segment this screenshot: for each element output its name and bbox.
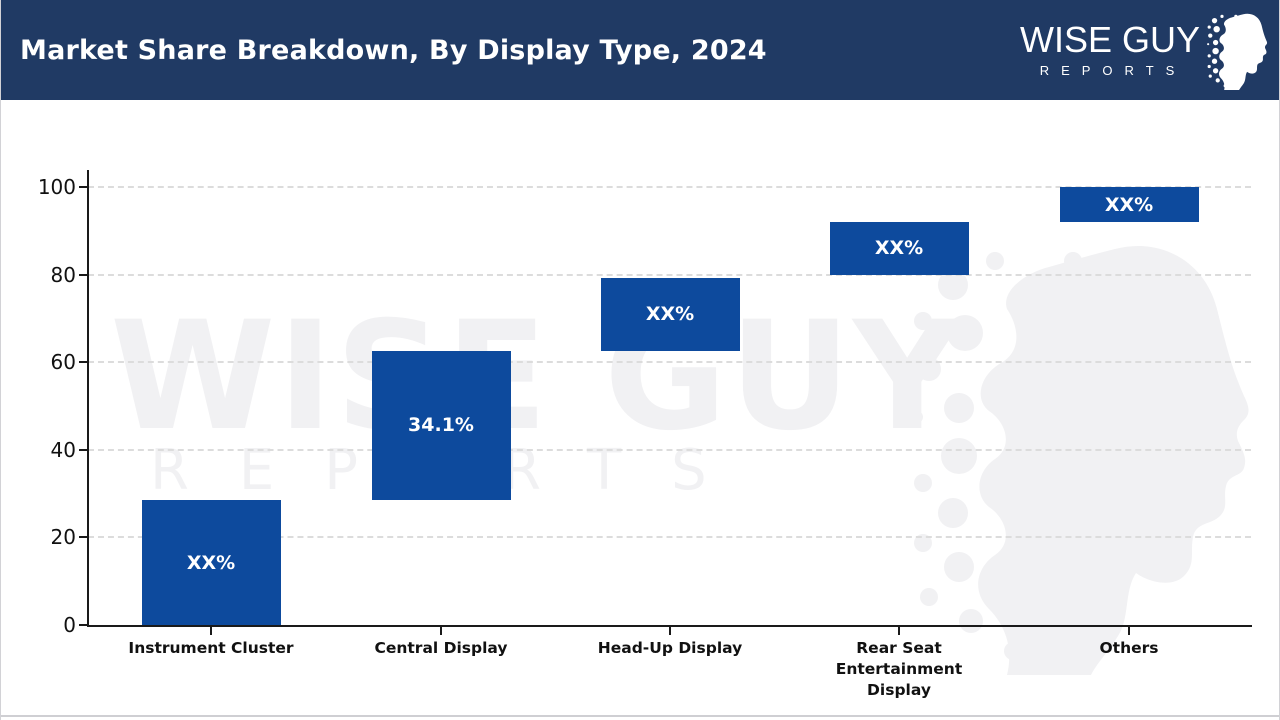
watermark-name: WISE GUY: [110, 290, 964, 464]
gridline: [88, 186, 1251, 188]
x-axis-tick: [1128, 627, 1130, 635]
gridline: [88, 361, 1251, 364]
dot-head-logo-icon: [1202, 10, 1274, 90]
bar: XX%: [600, 277, 740, 351]
x-axis-tick: [898, 627, 900, 635]
x-axis-category-label: Central Display: [374, 639, 508, 657]
y-axis-tick: [79, 273, 87, 276]
x-axis-tick: [440, 627, 442, 635]
y-axis-tick-label: 60: [50, 350, 76, 375]
wise-guy-reports-logo: WISE GUY REPORTS: [1020, 8, 1270, 92]
watermark-subtitle: REPORTS: [150, 438, 910, 503]
x-axis-category-label: Others: [1099, 639, 1159, 657]
bar-value-label: XX%: [1104, 193, 1154, 216]
logo-text: WISE GUY REPORTS: [1020, 19, 1201, 79]
bar-value-label: 34.1%: [408, 414, 474, 437]
y-axis-tick: [79, 361, 87, 364]
gridline: [88, 536, 1251, 539]
logo-subtitle: REPORTS: [1039, 63, 1187, 78]
gridline: [88, 448, 1251, 451]
y-axis-tick-label: 100: [37, 175, 76, 199]
chart-canvas: WISE GUY REPORTS 0 20 40 60 80 100 XX% Instrume…: [0, 100, 1280, 720]
x-axis-tick: [210, 627, 212, 635]
x-axis-tick: [669, 627, 671, 635]
x-axis-category-label: Instrument Cluster: [128, 639, 294, 657]
x-axis-category-label: Head-Up Display: [597, 639, 743, 657]
x-axis-category-label: Rear Seat Entertainment Display: [835, 639, 963, 699]
header-bar: Market Share Breakdown, By Display Type,…: [0, 0, 1280, 100]
bar-value-label: XX%: [186, 551, 236, 574]
bar: XX%: [829, 222, 969, 275]
y-axis-tick-label: 0: [63, 613, 76, 637]
bottom-divider: [0, 715, 1280, 717]
y-axis-tick-label: 40: [50, 437, 76, 462]
y-axis-tick: [79, 186, 87, 188]
x-axis-line: [87, 625, 1252, 627]
y-axis-tick: [79, 624, 87, 626]
gridline: [88, 273, 1251, 276]
y-axis-tick-label: 20: [50, 525, 76, 550]
bar: XX%: [141, 500, 281, 625]
y-axis-line: [87, 170, 89, 627]
bar: 34.1%: [371, 350, 511, 501]
y-axis-tick: [79, 448, 87, 451]
bar-value-label: XX%: [874, 237, 924, 260]
bar-value-label: XX%: [645, 303, 695, 326]
page-title: Market Share Breakdown, By Display Type,…: [20, 34, 767, 66]
logo-name: WISE GUY: [1020, 19, 1201, 60]
bar: XX%: [1059, 187, 1199, 223]
y-axis-tick-label: 80: [50, 262, 76, 287]
y-axis-tick: [79, 536, 87, 539]
